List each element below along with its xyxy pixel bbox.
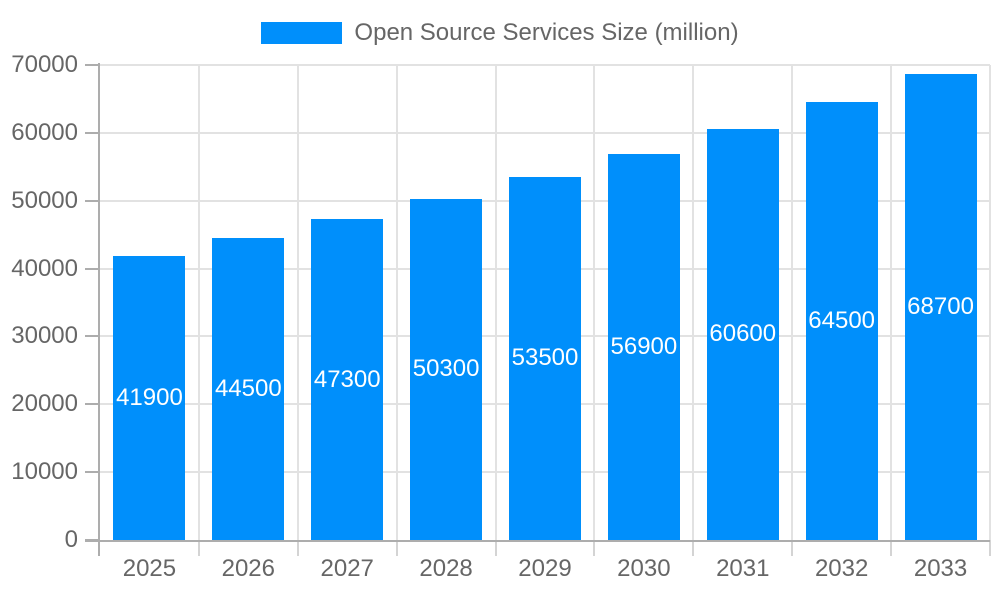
x-tick-label-2033: 2033 bbox=[913, 555, 968, 582]
gridline-v-2 bbox=[296, 65, 299, 540]
bar-value-label-2032: 64500 bbox=[808, 307, 876, 335]
x-tick-label-2032: 2032 bbox=[814, 555, 869, 582]
x-axis-tick-9 bbox=[989, 540, 991, 556]
y-tick-label-20000: 20000 bbox=[11, 390, 78, 418]
bar-2029[interactable] bbox=[509, 176, 581, 540]
x-axis-tick-2 bbox=[296, 540, 299, 556]
bar-value-label-2030: 56900 bbox=[610, 332, 678, 360]
x-tick-label-2031: 2031 bbox=[716, 555, 770, 582]
y-tick-label-60000: 60000 bbox=[11, 118, 78, 146]
gridline-v-5 bbox=[593, 65, 596, 540]
gridline-h-60000 bbox=[100, 131, 990, 134]
bar-2032[interactable] bbox=[805, 102, 878, 540]
x-tick-label-2027: 2027 bbox=[320, 555, 374, 582]
y-tick-label-30000: 30000 bbox=[11, 322, 78, 350]
x-axis-line bbox=[85, 540, 990, 542]
bar-2028[interactable] bbox=[410, 198, 483, 540]
gridline-h-70000 bbox=[100, 64, 990, 66]
bar-2033[interactable] bbox=[904, 73, 977, 540]
gridline-v-3 bbox=[395, 65, 398, 540]
x-axis-tick-7 bbox=[791, 540, 794, 556]
gridline-v-7 bbox=[791, 65, 794, 540]
bar-2026[interactable] bbox=[212, 238, 285, 540]
y-axis-tick-70000 bbox=[85, 64, 100, 66]
y-axis-tick-10000 bbox=[85, 471, 100, 474]
x-tick-label-2030: 2030 bbox=[617, 555, 671, 582]
bar-value-label-2029: 53500 bbox=[511, 344, 579, 372]
y-tick-label-70000: 70000 bbox=[11, 51, 78, 78]
y-tick-label-50000: 50000 bbox=[11, 186, 78, 214]
bar-2027[interactable] bbox=[311, 219, 384, 540]
bar-value-label-2031: 60600 bbox=[709, 320, 777, 348]
legend-swatch bbox=[261, 22, 343, 44]
gridline-v-9 bbox=[989, 65, 991, 540]
legend-item[interactable]: Open Source Services Size (million) bbox=[0, 20, 1000, 46]
y-axis-tick-20000 bbox=[85, 403, 100, 406]
x-tick-label-2029: 2029 bbox=[518, 555, 572, 582]
y-axis-tick-30000 bbox=[85, 335, 100, 338]
bar-value-label-2026: 44500 bbox=[214, 375, 282, 403]
y-tick-label-40000: 40000 bbox=[11, 254, 78, 282]
bar-value-label-2033: 68700 bbox=[907, 292, 974, 320]
bar-value-label-2028: 50300 bbox=[412, 355, 480, 383]
gridline-v-8 bbox=[890, 65, 893, 540]
bar-2025[interactable] bbox=[113, 255, 186, 540]
legend-label: Open Source Services Size (million) bbox=[354, 19, 739, 46]
gridline-v-1 bbox=[197, 65, 200, 540]
x-tick-label-2025: 2025 bbox=[122, 555, 177, 582]
gridline-v-4 bbox=[494, 65, 497, 540]
gridline-v-6 bbox=[692, 65, 695, 540]
y-axis-tick-40000 bbox=[85, 267, 100, 270]
x-tick-label-2028: 2028 bbox=[419, 555, 473, 582]
bar-value-label-2025: 41900 bbox=[116, 383, 183, 411]
x-axis-tick-5 bbox=[593, 540, 596, 556]
bar-2031[interactable] bbox=[706, 128, 779, 540]
x-axis-tick-4 bbox=[494, 540, 497, 556]
y-tick-label-10000: 10000 bbox=[11, 458, 78, 486]
x-tick-label-2026: 2026 bbox=[221, 555, 275, 582]
x-axis-tick-1 bbox=[197, 540, 200, 556]
y-axis-tick-60000 bbox=[85, 131, 100, 134]
y-axis-line bbox=[98, 63, 100, 556]
x-axis-tick-6 bbox=[692, 540, 695, 556]
x-axis-tick-8 bbox=[890, 540, 893, 556]
bar-value-label-2027: 47300 bbox=[313, 365, 381, 393]
bar-2030[interactable] bbox=[607, 153, 680, 540]
x-axis-tick-3 bbox=[395, 540, 398, 556]
y-tick-label-0: 0 bbox=[64, 526, 78, 553]
y-axis-tick-50000 bbox=[85, 199, 100, 202]
